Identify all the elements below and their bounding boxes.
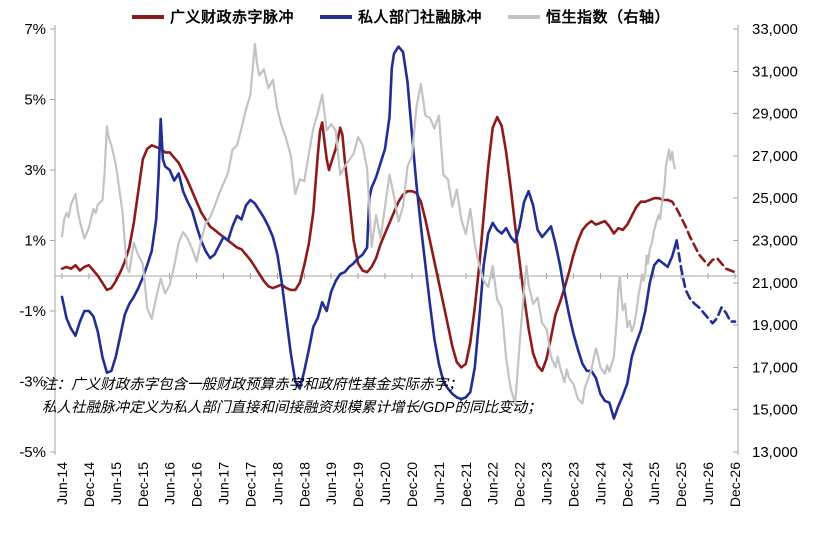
hang-seng-line-swatch-icon <box>508 14 540 19</box>
x-axis-label: Dec-21 <box>458 462 474 507</box>
y-axis-right-label: 13,000 <box>752 444 798 461</box>
y-axis-left-label: 3% <box>24 162 46 179</box>
legend-label-fiscal-pulse: 广义财政赤字脉冲 <box>169 9 294 26</box>
x-axis-label: Dec-16 <box>189 462 205 507</box>
x-axis-label: Jun-24 <box>592 462 608 505</box>
y-axis-right-label: 17,000 <box>752 359 798 376</box>
x-axis-label: Dec-23 <box>565 462 581 507</box>
y-axis-right-label: 19,000 <box>752 317 798 334</box>
x-axis-label: Jun-20 <box>377 462 393 505</box>
x-axis-label: Jun-15 <box>108 462 124 505</box>
x-axis-label: Dec-18 <box>296 462 312 507</box>
legend-item-fiscal-pulse: 广义财政赤字脉冲 <box>131 6 294 27</box>
x-axis-label: Dec-17 <box>242 462 258 507</box>
private-credit-pulse-line-forecast <box>675 239 737 325</box>
x-axis-label: Jun-18 <box>269 462 285 505</box>
footnote-line-1: 注：广义财政赤字包含一般财政预算赤字和政府性基金实际赤字； <box>42 377 463 393</box>
fiscal-deficit-pulse-line-forecast <box>666 198 737 274</box>
legend-item-credit-pulse: 私人部门社融脉冲 <box>319 6 482 27</box>
y-axis-right-label: 31,000 <box>752 63 798 80</box>
x-axis-label: Dec-19 <box>350 462 366 507</box>
x-axis-label: Jun-26 <box>700 462 716 505</box>
y-axis-right-label: 33,000 <box>752 21 798 38</box>
chart-footnote: 注：广义财政赤字包含一般财政预算赤字和政府性基金实际赤字； 私人社融脉冲定义为私… <box>42 374 541 420</box>
y-axis-left-label: -3% <box>19 374 46 391</box>
y-axis-left-label: 7% <box>24 21 46 38</box>
y-axis-left-label: -5% <box>19 444 46 461</box>
y-axis-right-label: 25,000 <box>752 190 798 207</box>
x-axis-label: Jun-23 <box>539 462 555 505</box>
fiscal-pulse-line-swatch-icon <box>131 14 164 19</box>
legend-item-hang-seng: 恒生指数（右轴） <box>508 6 670 27</box>
y-axis-left-label: -1% <box>19 303 46 320</box>
y-axis-right-label: 15,000 <box>752 402 798 419</box>
x-axis-label: Dec-22 <box>512 462 528 507</box>
x-axis-label: Jun-14 <box>54 462 70 505</box>
legend-label-credit-pulse: 私人部门社融脉冲 <box>357 9 482 26</box>
x-axis-label: Jun-19 <box>323 462 339 505</box>
x-axis-label: Jun-16 <box>162 462 178 505</box>
x-axis-label: Dec-25 <box>673 462 689 507</box>
y-axis-right-label: 21,000 <box>752 275 798 292</box>
hang-seng-index-line <box>60 42 676 405</box>
x-axis-label: Jun-21 <box>431 462 447 505</box>
y-axis-right-label: 29,000 <box>752 106 798 123</box>
x-axis-label: Jun-25 <box>646 462 662 505</box>
y-axis-left-label: 1% <box>24 233 46 250</box>
x-axis-label: Dec-20 <box>404 462 420 507</box>
chart-legend: 广义财政赤字脉冲 私人部门社融脉冲 恒生指数（右轴） <box>55 6 747 27</box>
x-axis-label: Dec-26 <box>727 462 743 507</box>
private-credit-pulse-line <box>60 45 678 420</box>
x-axis-label: Dec-14 <box>81 462 97 507</box>
x-axis-label: Jun-17 <box>216 462 232 505</box>
credit-pulse-line-swatch-icon <box>319 14 352 19</box>
y-axis-right-label: 23,000 <box>752 233 798 250</box>
footnote-line-2: 私人社融脉冲定义为私人部门直接和间接融资规模累计增长/GDP的同比变动； <box>42 400 542 416</box>
x-axis-label: Dec-15 <box>135 462 151 507</box>
legend-label-hang-seng: 恒生指数（右轴） <box>546 9 671 26</box>
y-axis-left-label: 5% <box>24 92 46 109</box>
y-axis-right-label: 27,000 <box>752 148 798 165</box>
x-axis-label: Jun-22 <box>485 462 501 505</box>
x-axis-label: Dec-24 <box>619 462 635 507</box>
